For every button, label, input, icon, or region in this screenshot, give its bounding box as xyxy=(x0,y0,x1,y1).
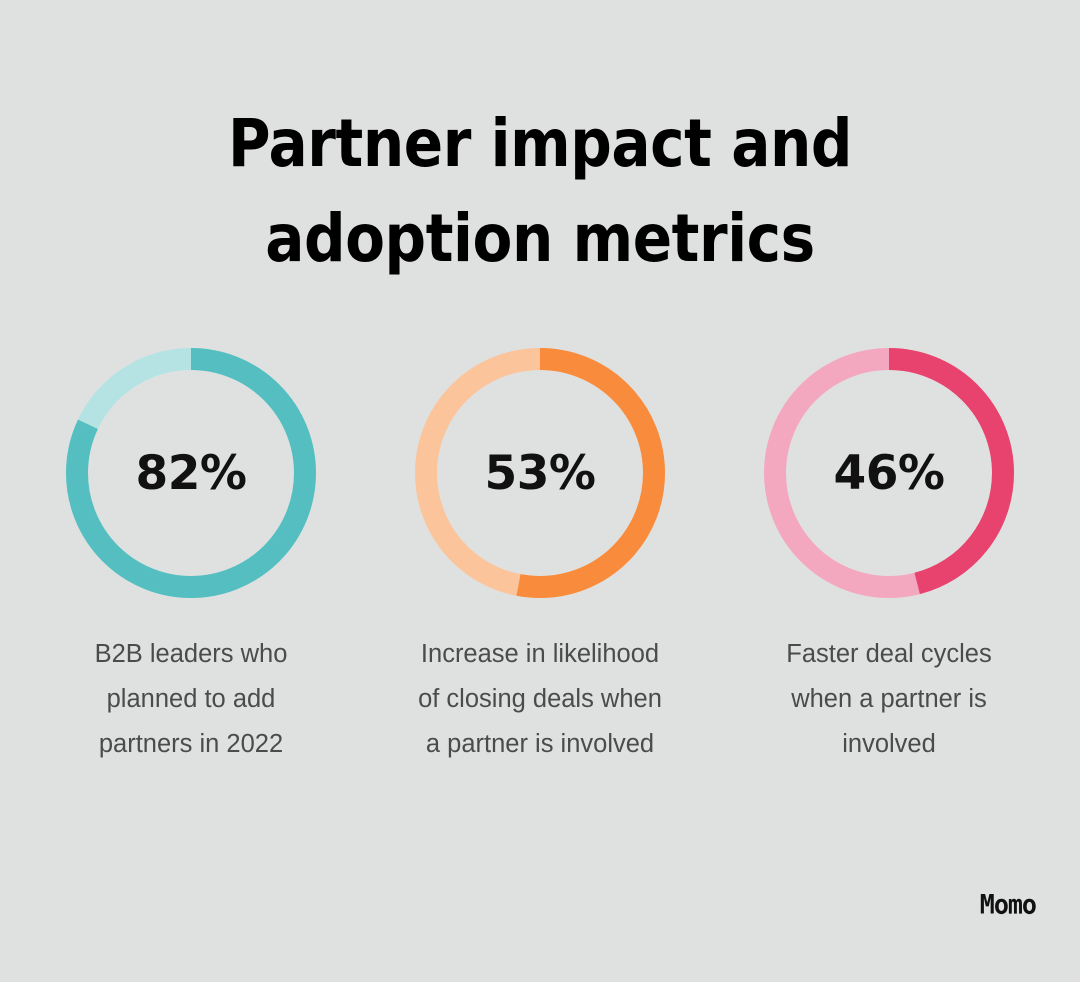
metric-caption-1: B2B leaders who planned to add partners … xyxy=(41,632,341,767)
metric-caption-1-line-1: B2B leaders who xyxy=(94,640,288,668)
donut-3-value-arc xyxy=(764,348,1014,598)
metric-card-3: 46% Faster deal cycles when a partner is… xyxy=(734,348,1044,767)
metric-caption-2-line-3: a partner is involved xyxy=(425,730,655,758)
donut-2-value-arc xyxy=(415,348,665,598)
metrics-row: 82% B2B leaders who planned to add partn… xyxy=(0,348,1080,767)
page-title: Partner impact and adoption metrics xyxy=(0,96,1080,286)
donut-chart-2: 53% xyxy=(415,348,665,598)
donut-chart-3-svg xyxy=(764,348,1014,598)
donut-chart-3: 46% xyxy=(764,348,1014,598)
page-title-line-2: adoption metrics xyxy=(265,200,815,277)
metric-card-2: 53% Increase in likelihood of closing de… xyxy=(385,348,695,767)
metric-caption-3-line-2: when a partner is xyxy=(791,685,987,713)
donut-1-value-arc xyxy=(66,348,316,598)
metric-caption-2: Increase in likelihood of closing deals … xyxy=(382,632,698,767)
metric-caption-3: Faster deal cycles when a partner is inv… xyxy=(739,632,1039,767)
donut-chart-2-svg xyxy=(415,348,665,598)
metric-caption-2-line-2: of closing deals when xyxy=(418,685,662,713)
donut-chart-1: 82% xyxy=(66,348,316,598)
metric-caption-2-line-1: Increase in likelihood xyxy=(420,640,660,668)
metric-caption-3-line-3: involved xyxy=(842,730,936,758)
page-title-line-1: Partner impact and xyxy=(227,105,853,182)
metric-caption-3-line-1: Faster deal cycles xyxy=(786,640,992,668)
metric-caption-1-line-2: planned to add xyxy=(106,685,276,713)
metric-caption-1-line-3: partners in 2022 xyxy=(98,730,284,758)
donut-chart-1-svg xyxy=(66,348,316,598)
metric-card-1: 82% B2B leaders who planned to add partn… xyxy=(36,348,346,767)
brand-logo: Momo xyxy=(979,888,1037,920)
